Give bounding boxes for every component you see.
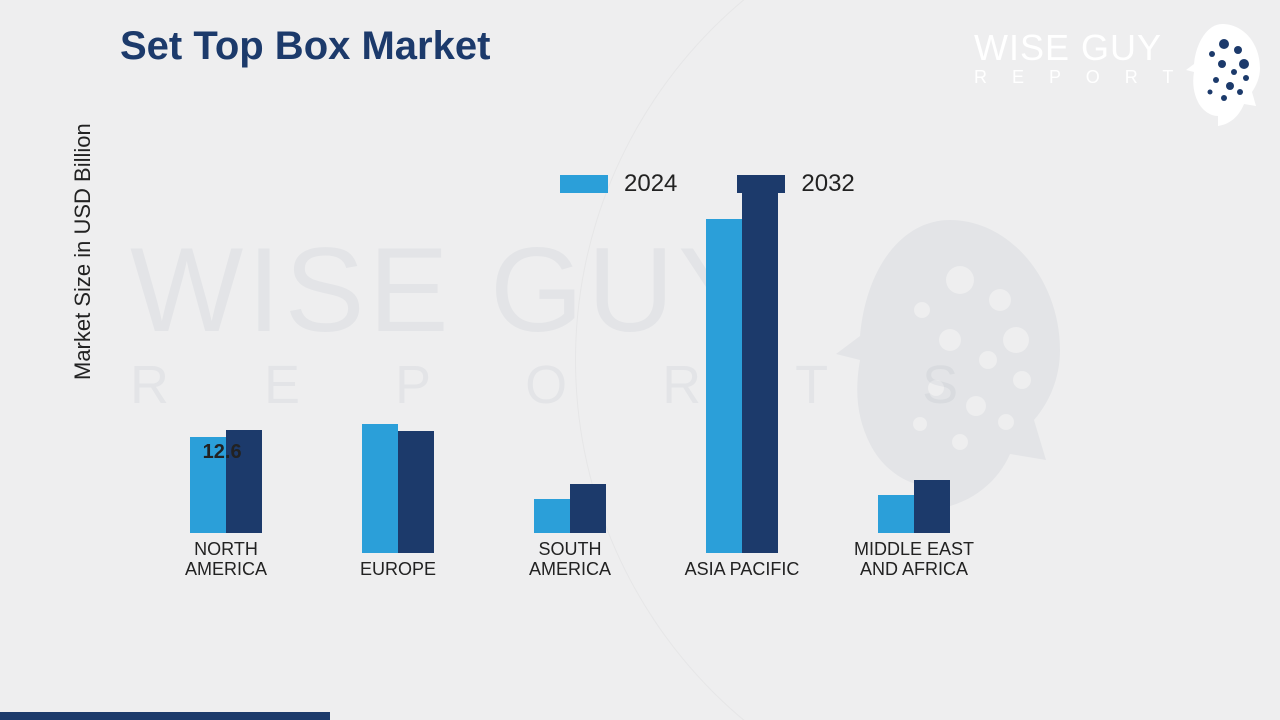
bar-group: NORTH AMERICA 12.6 bbox=[140, 153, 312, 580]
bar-2024 bbox=[706, 219, 742, 553]
bar-group: MIDDLE EAST AND AFRICA bbox=[828, 153, 1000, 580]
chart-card: WISE GUY R E P O R T S WISE GUY R E P O … bbox=[0, 0, 1280, 720]
category-label: EUROPE bbox=[360, 559, 436, 580]
bar-2032 bbox=[742, 188, 778, 553]
bar-2024 bbox=[878, 495, 914, 533]
bar-group: SOUTH AMERICA bbox=[484, 153, 656, 580]
bottom-accent bbox=[0, 712, 330, 720]
bar-group: ASIA PACIFIC bbox=[656, 173, 828, 580]
bar-pair bbox=[362, 173, 434, 553]
category-label: SOUTH AMERICA bbox=[505, 539, 635, 580]
bar-value-label: 12.6 bbox=[203, 441, 242, 464]
y-axis-label: Market Size in USD Billion bbox=[70, 123, 96, 380]
brand-head-icon bbox=[1174, 20, 1264, 130]
bar-2032 bbox=[570, 484, 606, 533]
bar-2024 bbox=[362, 424, 398, 553]
bar-pair bbox=[534, 153, 606, 533]
bar-2024 bbox=[534, 499, 570, 533]
category-label: ASIA PACIFIC bbox=[685, 559, 800, 580]
plot-area: NORTH AMERICA 12.6 EUROPE SOUTH AMERICA ASIA… bbox=[100, 200, 1000, 580]
bar-pair bbox=[706, 173, 778, 553]
bar-pair bbox=[878, 153, 950, 533]
bar-pair bbox=[190, 153, 262, 533]
category-label: NORTH AMERICA bbox=[161, 539, 291, 580]
bar-group: EUROPE bbox=[312, 173, 484, 580]
bar-2032 bbox=[914, 480, 950, 533]
brand-logo: WISE GUY R E P O R T S bbox=[974, 20, 1264, 130]
chart-title: Set Top Box Market bbox=[120, 24, 490, 69]
category-label: MIDDLE EAST AND AFRICA bbox=[849, 539, 979, 580]
bar-2032 bbox=[398, 431, 434, 553]
